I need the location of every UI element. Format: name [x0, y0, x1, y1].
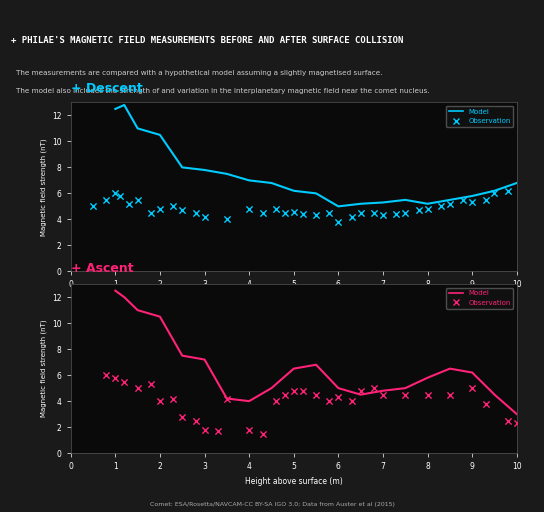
- Point: [401, 391, 410, 399]
- Point: [125, 200, 133, 208]
- Point: [370, 384, 379, 392]
- Point: [191, 417, 200, 425]
- Point: [281, 391, 289, 399]
- X-axis label: Height above surface (m): Height above surface (m): [245, 295, 343, 304]
- Point: [334, 218, 343, 226]
- Point: [169, 202, 178, 210]
- Point: [245, 205, 254, 213]
- Point: [490, 189, 499, 198]
- Text: + Descent: + Descent: [71, 82, 143, 95]
- Point: [133, 384, 142, 392]
- Point: [156, 205, 164, 213]
- Point: [191, 209, 200, 217]
- Text: The model also includes the strength of and variation in the interplanetary magn: The model also includes the strength of …: [16, 88, 430, 94]
- Text: The measurements are compared with a hypothetical model assuming a slightly magn: The measurements are compared with a hyp…: [16, 70, 383, 76]
- Point: [178, 206, 187, 215]
- Point: [200, 212, 209, 221]
- Point: [468, 198, 477, 206]
- Point: [89, 202, 97, 210]
- Text: + PHILAE'S MAGNETIC FIELD MEASUREMENTS BEFORE AND AFTER SURFACE COLLISION: + PHILAE'S MAGNETIC FIELD MEASUREMENTS B…: [11, 36, 403, 45]
- Point: [289, 207, 298, 216]
- Point: [504, 417, 512, 425]
- Point: [111, 374, 120, 382]
- Point: [392, 210, 401, 218]
- Point: [437, 202, 446, 210]
- Point: [120, 377, 128, 386]
- Point: [178, 413, 187, 421]
- Point: [325, 209, 334, 217]
- Y-axis label: Magnetic field strength (nT): Magnetic field strength (nT): [40, 320, 46, 417]
- Text: + Ascent: + Ascent: [71, 263, 133, 275]
- Point: [298, 387, 307, 395]
- Point: [415, 206, 423, 215]
- Point: [147, 380, 156, 388]
- Point: [325, 397, 334, 405]
- Point: [370, 209, 379, 217]
- Point: [379, 391, 387, 399]
- Point: [133, 196, 142, 204]
- Point: [169, 394, 178, 402]
- Point: [348, 212, 356, 221]
- Text: Comet: ESA/Rosetta/NAVCAM-CC BY-SA IGO 3.0; Data from Auster et al (2015): Comet: ESA/Rosetta/NAVCAM-CC BY-SA IGO 3…: [150, 502, 394, 507]
- Point: [468, 384, 477, 392]
- Point: [115, 192, 124, 200]
- Point: [147, 209, 156, 217]
- Y-axis label: Magnetic field strength (nT): Magnetic field strength (nT): [40, 138, 46, 236]
- Point: [512, 419, 521, 428]
- Legend: Model, Observation: Model, Observation: [446, 106, 514, 127]
- Point: [222, 215, 231, 223]
- Point: [356, 209, 365, 217]
- Point: [102, 371, 111, 379]
- Point: [446, 391, 454, 399]
- Point: [312, 211, 320, 220]
- Point: [348, 397, 356, 405]
- Point: [401, 209, 410, 217]
- Point: [481, 196, 490, 204]
- Point: [245, 425, 254, 434]
- Point: [281, 209, 289, 217]
- Point: [258, 430, 267, 438]
- Point: [271, 205, 280, 213]
- Point: [504, 187, 512, 195]
- Point: [334, 393, 343, 401]
- Point: [200, 425, 209, 434]
- Point: [423, 391, 432, 399]
- Point: [379, 211, 387, 220]
- Point: [481, 400, 490, 408]
- Point: [459, 196, 468, 204]
- Legend: Model, Observation: Model, Observation: [446, 288, 514, 309]
- Point: [271, 397, 280, 405]
- Point: [312, 391, 320, 399]
- Point: [111, 189, 120, 198]
- Point: [446, 200, 454, 208]
- Point: [156, 397, 164, 405]
- Point: [222, 394, 231, 402]
- Point: [258, 209, 267, 217]
- X-axis label: Height above surface (m): Height above surface (m): [245, 477, 343, 486]
- Point: [423, 205, 432, 213]
- Point: [214, 427, 222, 435]
- Point: [102, 196, 111, 204]
- Point: [356, 387, 365, 395]
- Point: [298, 210, 307, 218]
- Point: [289, 387, 298, 395]
